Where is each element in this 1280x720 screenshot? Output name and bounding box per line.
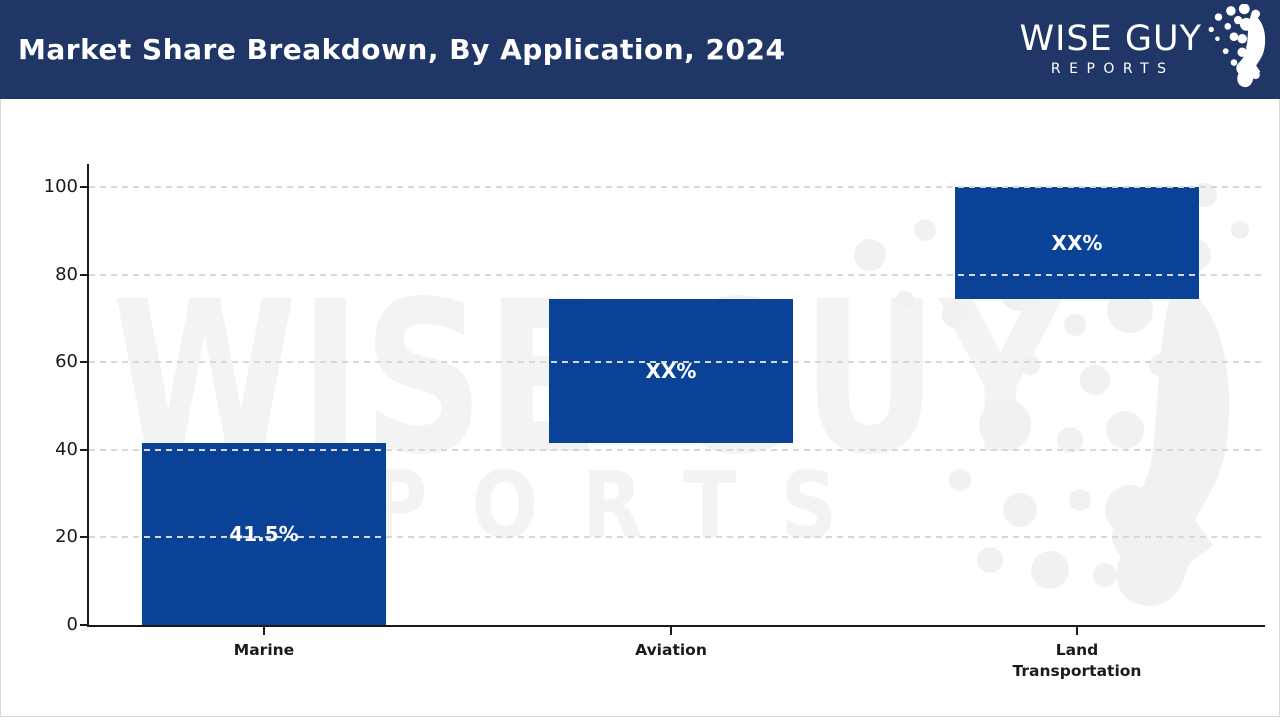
logo-text: WISE GUY REPORTS [1019, 19, 1202, 77]
x-tick-mark [670, 627, 672, 635]
category-label-0: Marine [233, 641, 295, 659]
x-axis-line [87, 625, 1265, 627]
y-tick-mark [80, 536, 87, 539]
logo-subtitle: REPORTS [1050, 61, 1175, 77]
y-tick-label: 80 [55, 263, 78, 285]
y-tick-mark [80, 624, 87, 626]
page-title: Market Share Breakdown, By Application, … [18, 33, 786, 66]
y-tick-mark [80, 361, 87, 364]
watermark-face-icon [775, 160, 1275, 634]
y-tick-mark [80, 186, 87, 188]
logo-wordmark: WISE GUY [1019, 19, 1202, 59]
y-tick-label: 20 [55, 526, 78, 548]
y-tick-label: 0 [66, 614, 78, 635]
y-tick-mark [80, 273, 87, 276]
category-label-1: Aviation [635, 641, 707, 659]
x-tick-mark [263, 627, 265, 635]
category-label-2: Land Transportation [1012, 641, 1142, 680]
y-tick-mark [80, 448, 87, 451]
y-axis-line [87, 164, 89, 627]
y-tick-label: 40 [55, 438, 78, 460]
y-tick-label: 100 [43, 176, 78, 197]
face-profile-icon [1204, 3, 1266, 92]
header-bar: Market Share Breakdown, By Application, … [0, 0, 1280, 99]
wise-guy-logo: WISE GUY REPORTS [1019, 3, 1266, 92]
y-tick-label: 60 [55, 351, 78, 373]
